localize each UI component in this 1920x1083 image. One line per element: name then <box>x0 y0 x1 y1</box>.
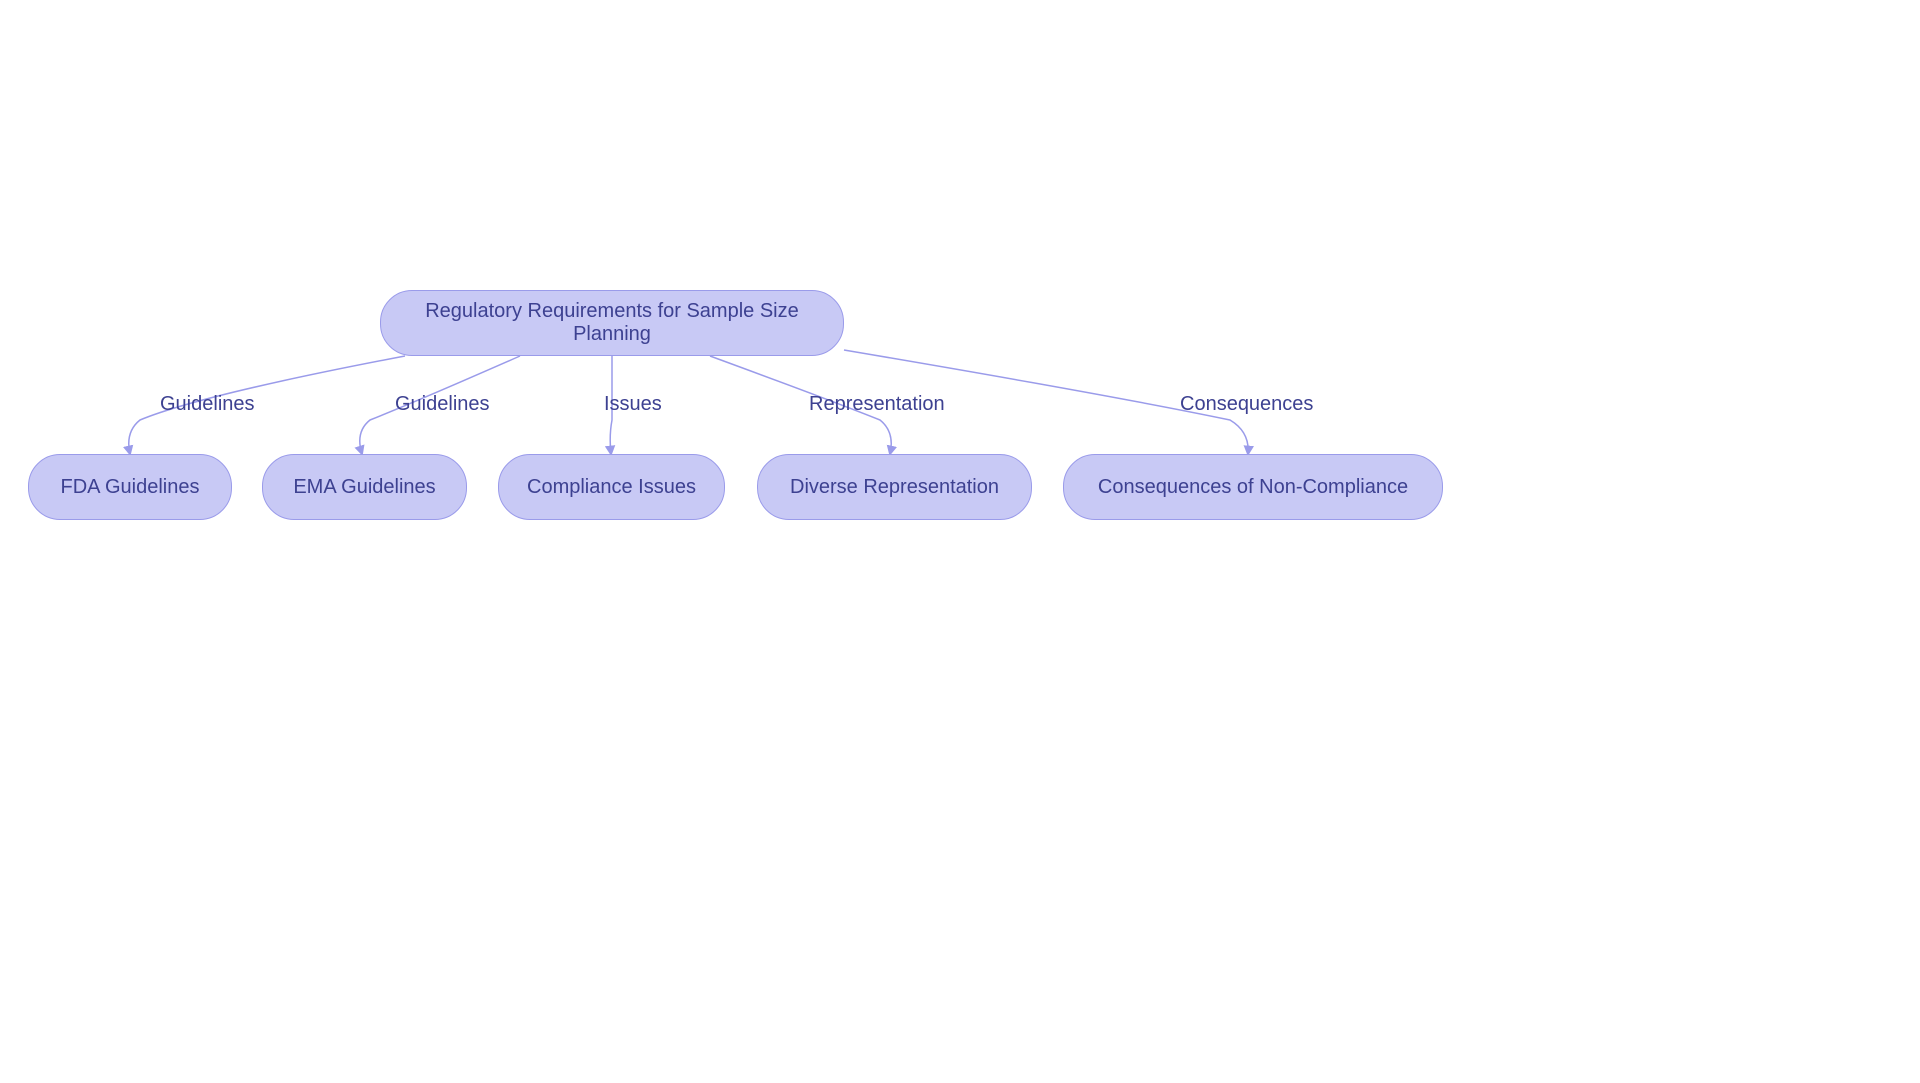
edge-label-compliance: Issues <box>604 393 662 416</box>
edge-label-consequences: Consequences <box>1180 393 1313 416</box>
node-consequences: Consequences of Non-Compliance <box>1063 454 1443 520</box>
edge-label-diverse: Representation <box>809 393 945 416</box>
node-ema-label: EMA Guidelines <box>293 476 435 499</box>
edges-layer <box>0 0 1920 1083</box>
node-root: Regulatory Requirements for Sample Size … <box>380 290 844 356</box>
node-diverse-label: Diverse Representation <box>790 476 999 499</box>
node-compliance-label: Compliance Issues <box>527 476 696 499</box>
node-fda-label: FDA Guidelines <box>61 476 200 499</box>
node-compliance: Compliance Issues <box>498 454 725 520</box>
node-ema: EMA Guidelines <box>262 454 467 520</box>
node-fda: FDA Guidelines <box>28 454 232 520</box>
node-root-label: Regulatory Requirements for Sample Size … <box>409 300 815 346</box>
node-consequences-label: Consequences of Non-Compliance <box>1098 476 1408 499</box>
node-diverse: Diverse Representation <box>757 454 1032 520</box>
diagram-canvas: Regulatory Requirements for Sample Size … <box>0 0 1920 1083</box>
edge-label-fda: Guidelines <box>160 393 255 416</box>
edge-label-ema: Guidelines <box>395 393 490 416</box>
